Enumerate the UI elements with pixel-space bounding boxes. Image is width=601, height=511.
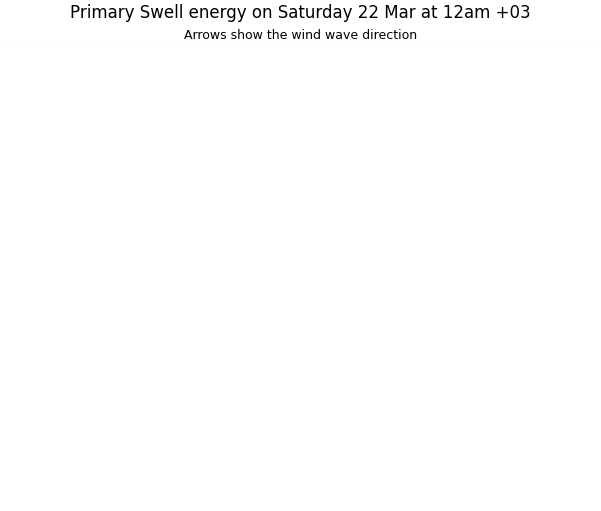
Text: Primary Swell energy on Saturday 22 Mar at 12am +03: Primary Swell energy on Saturday 22 Mar …: [70, 5, 531, 22]
Text: Map (cartopy required): Map (cartopy required): [188, 268, 413, 288]
Text: Arrows show the wind wave direction: Arrows show the wind wave direction: [184, 29, 417, 41]
